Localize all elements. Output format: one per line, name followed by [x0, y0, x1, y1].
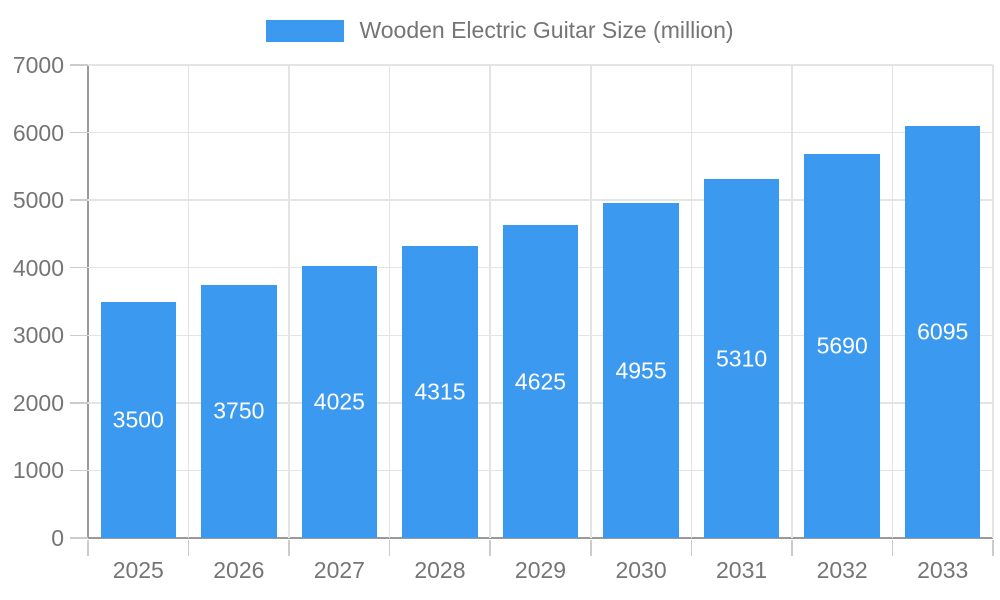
gridline-horizontal — [88, 64, 993, 66]
x-axis-tick — [891, 540, 894, 556]
gridline-vertical — [791, 65, 793, 538]
x-axis-tick — [187, 540, 190, 556]
gridline-horizontal — [88, 131, 993, 134]
y-axis-label: 1000 — [12, 457, 64, 484]
y-axis-label: 5000 — [12, 187, 64, 214]
bar-value-label: 4315 — [414, 378, 466, 405]
x-axis-label: 2033 — [917, 557, 969, 583]
bar-value-label: 5690 — [816, 332, 868, 359]
y-axis-label: 3000 — [12, 322, 64, 349]
x-axis-tick — [690, 540, 693, 556]
bar-value-label: 3500 — [112, 406, 164, 433]
bar-2030[interactable]: 4955 — [603, 203, 679, 538]
legend-swatch — [266, 19, 345, 42]
y-axis-tick — [70, 131, 88, 134]
x-axis-tick — [87, 540, 89, 556]
bar-2032[interactable]: 5690 — [804, 153, 880, 538]
bar-value-label: 5310 — [716, 345, 768, 372]
bar-value-label: 4625 — [514, 368, 567, 395]
gridline-vertical — [590, 65, 592, 538]
bar-value-label: 3750 — [213, 397, 265, 424]
bar-2026[interactable]: 3750 — [201, 284, 277, 538]
y-axis-label: 2000 — [12, 389, 64, 416]
x-axis-tick — [489, 540, 491, 556]
legend-item[interactable]: Wooden Electric Guitar Size (million) — [0, 19, 1000, 42]
y-axis-tick — [70, 469, 88, 472]
bar-2033[interactable]: 6095 — [905, 126, 981, 538]
gridline-vertical — [992, 65, 994, 538]
bar-value-label: 4955 — [615, 357, 667, 384]
x-axis-label: 2031 — [716, 557, 768, 583]
y-axis-label: 7000 — [12, 52, 64, 78]
x-axis-label: 2032 — [816, 557, 868, 583]
bar-2029[interactable]: 4625 — [502, 225, 579, 538]
x-axis-line — [80, 537, 993, 539]
y-axis-tick — [70, 334, 88, 337]
y-axis-label: 6000 — [12, 119, 64, 146]
y-axis-tick — [70, 64, 88, 66]
gridline-vertical — [187, 65, 190, 538]
x-axis-tick — [288, 540, 290, 556]
y-axis-label: 0 — [51, 525, 64, 551]
gridline-vertical — [891, 65, 894, 538]
bar-2031[interactable]: 5310 — [703, 179, 780, 538]
x-axis-tick — [388, 540, 391, 556]
x-axis-label: 2026 — [213, 557, 265, 583]
legend-label: Wooden Electric Guitar Size (million) — [359, 17, 734, 43]
gridline-vertical — [690, 65, 693, 538]
y-axis-tick — [70, 537, 88, 539]
y-axis-tick — [70, 199, 88, 201]
y-axis-tick — [70, 402, 88, 404]
plot-area: 3500 3750 4025 4315 4625 4955 5310 5690 6095 — [88, 64, 994, 538]
x-axis-label: 2028 — [414, 557, 466, 583]
x-axis-label: 2027 — [313, 557, 365, 583]
gridline-vertical — [489, 65, 491, 538]
bar-value-label: 4025 — [313, 388, 365, 415]
bar-2028[interactable]: 4315 — [402, 246, 478, 538]
gridline-vertical — [288, 65, 290, 538]
y-axis-tick — [70, 266, 88, 269]
x-axis-label: 2029 — [514, 557, 567, 583]
x-axis-tick — [992, 540, 994, 556]
x-axis-label: 2030 — [615, 557, 667, 583]
x-axis-tick — [791, 540, 793, 556]
bar-value-label: 6095 — [917, 318, 969, 345]
gridline-vertical — [388, 65, 391, 538]
x-axis-tick — [590, 540, 592, 556]
gridline-horizontal — [88, 199, 993, 201]
bar-2025[interactable]: 3500 — [100, 301, 176, 538]
y-axis-line — [87, 65, 89, 538]
bar-2027[interactable]: 4025 — [301, 266, 378, 538]
x-axis-label: 2025 — [112, 557, 164, 583]
y-axis-label: 4000 — [12, 254, 64, 281]
